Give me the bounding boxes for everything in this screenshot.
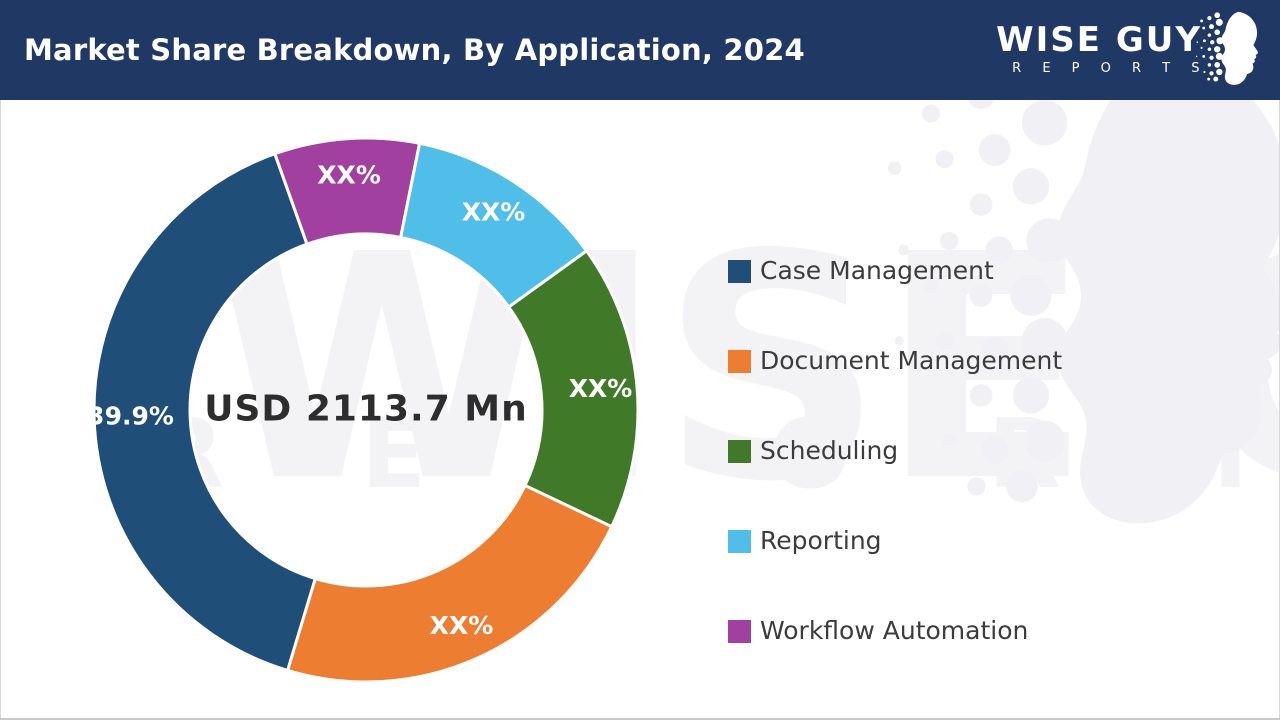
donut-chart: XX% XX% XX% XX% 39.9% xyxy=(87,136,640,684)
legend-swatch-case-management xyxy=(728,259,751,283)
brand-subtitle: R E P O R T S xyxy=(1012,61,1208,76)
legend-label: Reporting xyxy=(760,526,882,555)
legend-label: Workflow Automation xyxy=(760,616,1029,645)
legend-label: Document Management xyxy=(760,346,1063,375)
segment-label-workflow-automation: XX% xyxy=(317,161,381,190)
brand-logo-text: WISE GUY R E P O R T S xyxy=(996,22,1202,78)
chart-canvas: WISE GUY R E P O R T S XX%XX%XX%XX%39.9%… xyxy=(0,100,1280,718)
legend-item-workflow-automation: Workflow Automation xyxy=(728,616,1062,646)
donut-segment-document-management xyxy=(286,483,614,684)
bottom-divider xyxy=(0,718,1280,720)
segment-label-case-management: 39.9% xyxy=(87,401,174,430)
legend-item-case-management: Case Management xyxy=(728,256,1062,286)
legend-item-document-management: Document Management xyxy=(728,346,1062,376)
legend-item-reporting: Reporting xyxy=(728,526,1062,556)
legend-label: Scheduling xyxy=(760,436,899,465)
brand-logo: WISE GUY R E P O R T S xyxy=(996,10,1264,90)
donut-segment-case-management xyxy=(92,152,317,672)
legend: Case Management Document Management Sche… xyxy=(728,256,1062,646)
legend-swatch-document-management xyxy=(728,349,751,373)
brand-face-icon xyxy=(1186,10,1264,90)
header-bar: Market Share Breakdown, By Application, … xyxy=(0,0,1280,100)
page-title: Market Share Breakdown, By Application, … xyxy=(24,33,805,67)
segment-label-document-management: XX% xyxy=(430,611,494,640)
legend-swatch-workflow-automation xyxy=(728,619,751,643)
brand-name: WISE GUY xyxy=(996,20,1202,60)
legend-swatch-scheduling xyxy=(728,439,751,463)
legend-item-scheduling: Scheduling xyxy=(728,436,1062,466)
chart-center-value: USD 2113.7 Mn xyxy=(204,388,528,430)
legend-swatch-reporting xyxy=(728,529,751,553)
legend-label: Case Management xyxy=(760,256,994,285)
segment-label-scheduling: XX% xyxy=(569,374,633,403)
segment-label-reporting: XX% xyxy=(462,197,526,226)
